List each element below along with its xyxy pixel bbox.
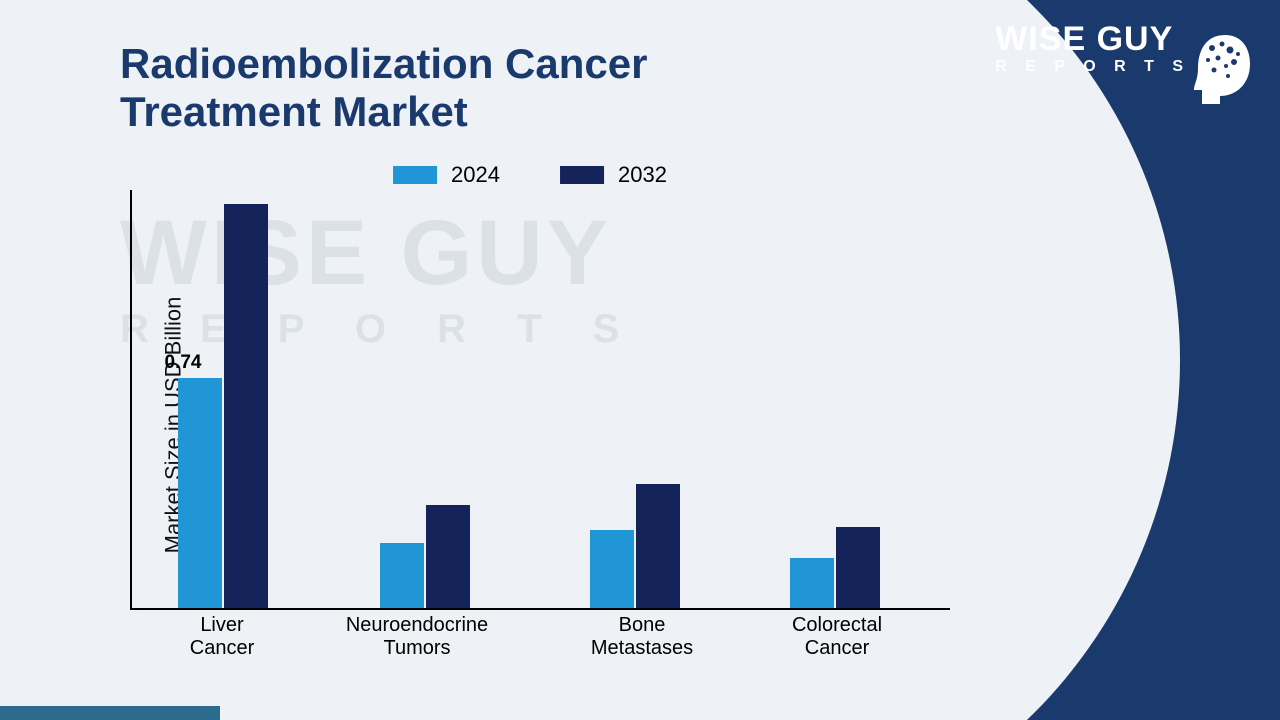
bar-2024	[178, 378, 222, 608]
category-label: BoneMetastases	[552, 614, 732, 660]
legend-swatch-a	[393, 166, 437, 184]
brand-line1: WISE GUY	[995, 22, 1190, 56]
chart: Market Size in USD Billion 2024 2032 0.7…	[100, 190, 960, 660]
brand-line2: R E P O R T S	[995, 58, 1190, 76]
bar-2032	[426, 505, 470, 608]
legend: 2024 2032	[393, 162, 667, 188]
legend-item-2024: 2024	[393, 162, 500, 188]
category-label: LiverCancer	[132, 614, 312, 660]
legend-item-2032: 2032	[560, 162, 667, 188]
page: WISE GUY R E P O R T S Radioembolization…	[0, 0, 1280, 720]
bar-2032	[636, 484, 680, 608]
brand-logo: WISE GUY R E P O R T S	[995, 22, 1250, 76]
bar-2032	[836, 527, 880, 608]
legend-label-b: 2032	[618, 162, 667, 188]
legend-label-a: 2024	[451, 162, 500, 188]
bar-2024	[590, 530, 634, 608]
bar-2024	[380, 543, 424, 608]
bottom-accent-bar	[0, 706, 220, 720]
plot-area: 0.74LiverCancerNeuroendocrineTumorsBoneM…	[130, 190, 950, 610]
category-label: NeuroendocrineTumors	[327, 614, 507, 660]
legend-swatch-b	[560, 166, 604, 184]
bar-value-label: 0.74	[148, 352, 218, 374]
bar-2024	[790, 558, 834, 608]
bar-2032	[224, 204, 268, 608]
category-label: ColorectalCancer	[747, 614, 927, 660]
chart-title: Radioembolization Cancer Treatment Marke…	[120, 40, 840, 137]
brand-head-icon	[1190, 30, 1260, 110]
